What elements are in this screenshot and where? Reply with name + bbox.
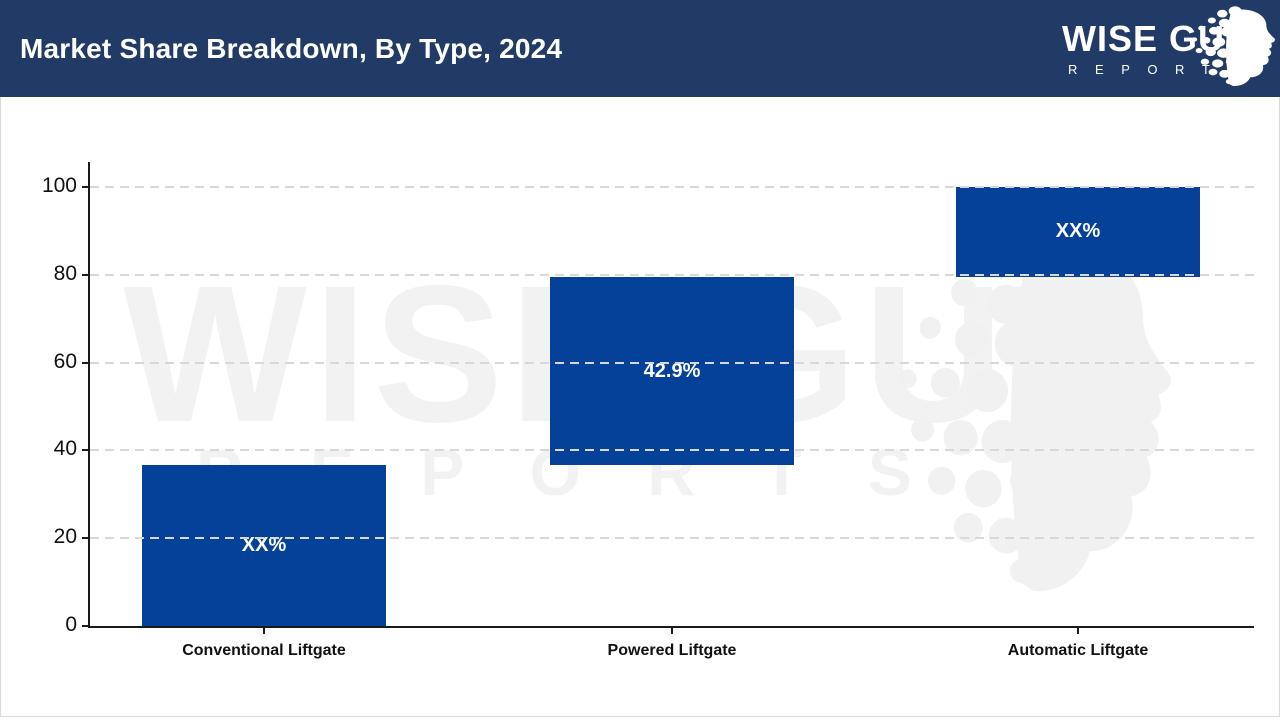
y-tick-80 xyxy=(82,273,88,276)
gridline-20 xyxy=(90,537,1259,540)
bar-value-label: XX% xyxy=(241,534,287,557)
brand-subtitle-text: R E P O R T S xyxy=(1068,62,1243,77)
watermark-face-icon xyxy=(898,227,1172,591)
x-category-label: Conventional Liftgate xyxy=(182,642,346,659)
x-tick xyxy=(263,628,265,634)
y-tick-40 xyxy=(82,449,88,452)
bar-segment: XX% xyxy=(142,465,386,626)
bar-value-label: XX% xyxy=(1055,220,1101,243)
x-category-label: Powered Liftgate xyxy=(607,642,737,659)
gridline-60 xyxy=(90,361,1259,364)
y-tick-label: 0 xyxy=(65,613,77,636)
y-tick-label: 80 xyxy=(53,261,77,285)
x-tick xyxy=(671,628,673,634)
y-tick-label: 40 xyxy=(53,437,77,461)
gridline-40 xyxy=(90,449,1259,452)
brand-face-icon xyxy=(1191,6,1275,86)
gridline-100 xyxy=(90,186,1259,188)
bar-segment: XX% xyxy=(956,187,1200,277)
x-category-label: Automatic Liftgate xyxy=(1007,642,1149,659)
y-tick-label: 100 xyxy=(41,174,77,197)
bar-value-label: 42.9% xyxy=(643,359,701,382)
gridline-80 xyxy=(90,273,1259,276)
bar-segment: 42.9% xyxy=(550,276,794,466)
x-tick xyxy=(1077,628,1079,634)
x-axis-line xyxy=(88,626,1254,628)
page-title: Market Share Breakdown, By Type, 2024 xyxy=(20,32,563,64)
y-tick-20 xyxy=(82,537,88,540)
y-tick-100 xyxy=(82,186,88,188)
y-tick-60 xyxy=(82,361,88,364)
chart-figure: WISE GUY R E P O R T S 0 20 40 60 80 100 XX% Co… xyxy=(0,97,1280,717)
header-bar: Market Share Breakdown, By Type, 2024 WI… xyxy=(0,0,1280,97)
brand-logo: WISE GUY R E P O R T S xyxy=(1024,0,1275,97)
y-tick-label: 20 xyxy=(53,525,77,549)
y-tick-label: 60 xyxy=(53,349,77,373)
y-axis-line xyxy=(88,162,90,628)
y-tick-0 xyxy=(82,625,88,627)
